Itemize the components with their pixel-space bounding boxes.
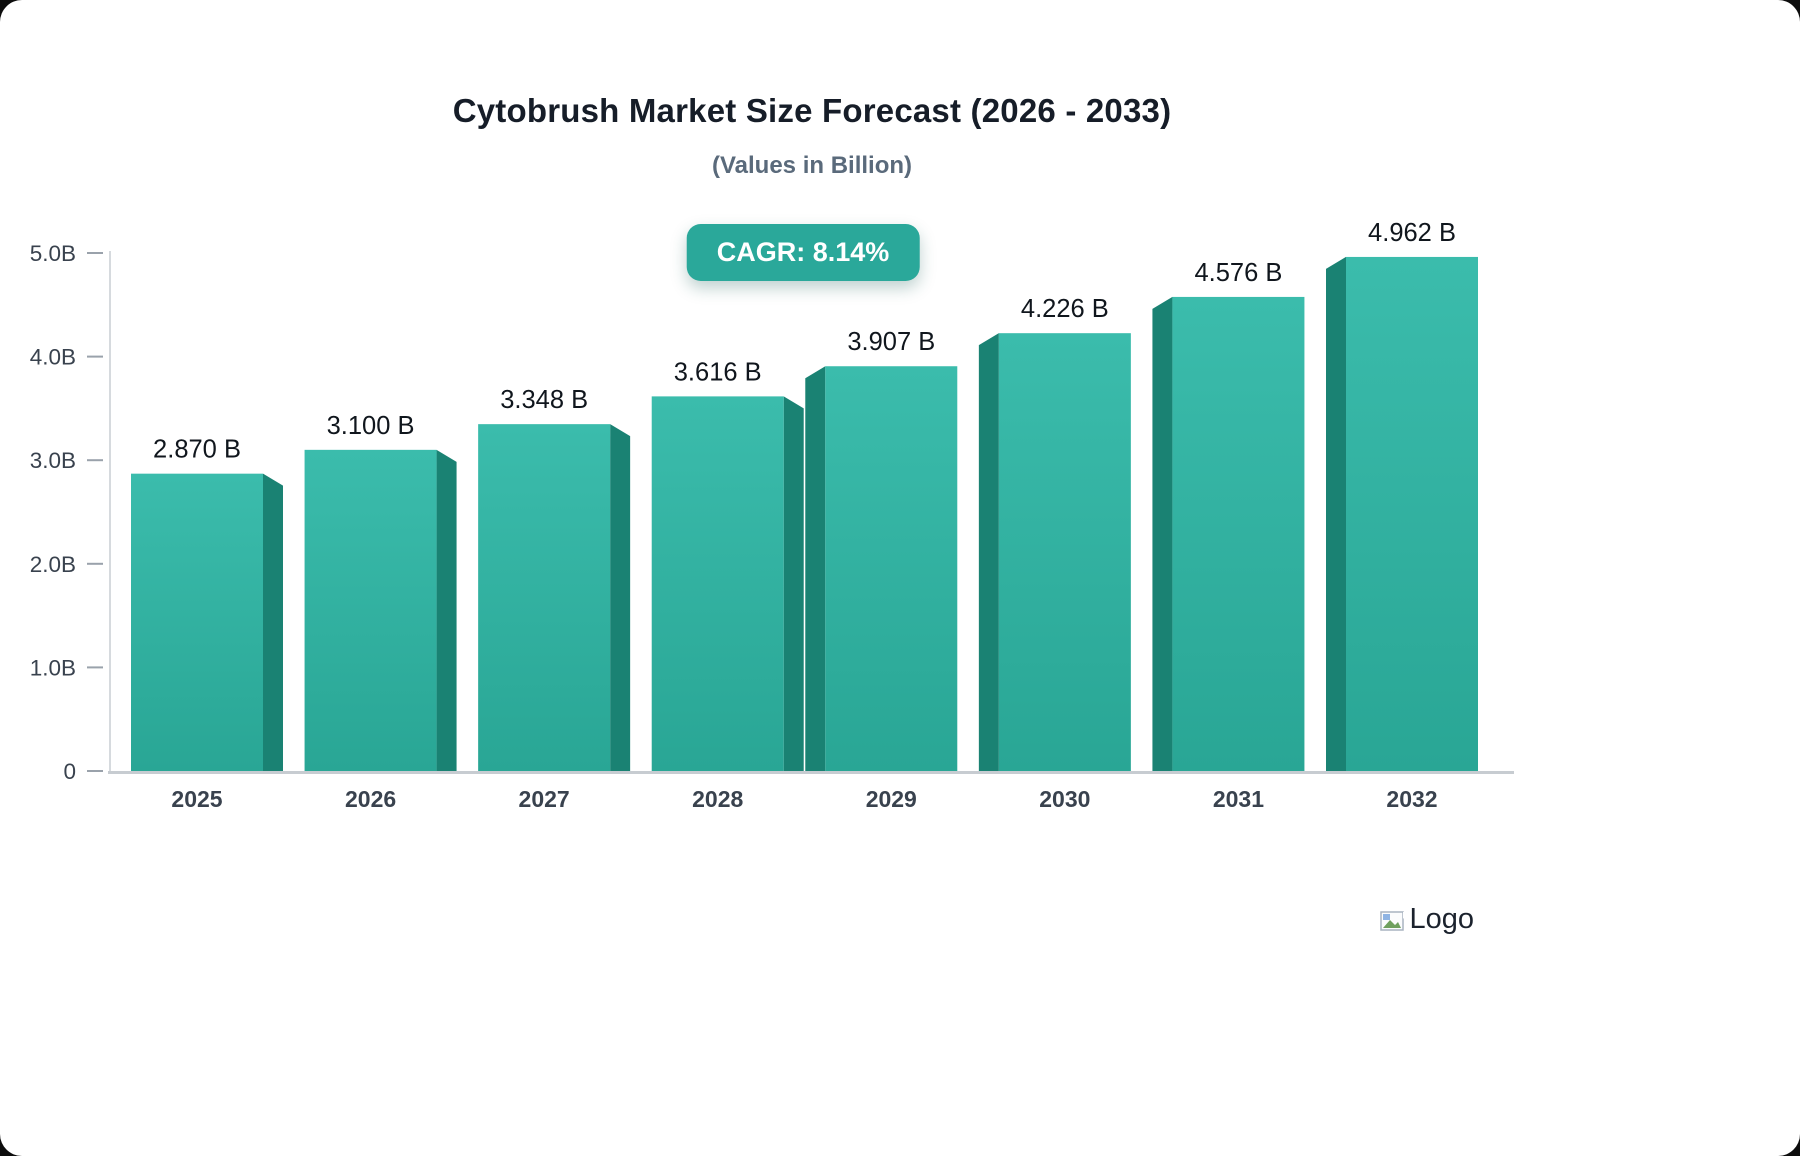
chart-header: Cytobrush Market Size Forecast (2026 - 2… bbox=[110, 92, 1514, 180]
bar-front-face bbox=[1172, 296, 1305, 771]
bar-side-face bbox=[978, 333, 999, 771]
bar-2031: 4.576 B 2031 bbox=[1152, 259, 1305, 812]
bar-side-face bbox=[783, 396, 804, 771]
y-axis-label: 2.0B bbox=[30, 552, 76, 577]
bar-front-face bbox=[998, 333, 1131, 771]
bar-front-face bbox=[478, 424, 611, 771]
y-axis-label: 5.0B bbox=[30, 241, 76, 266]
bar-value-label: 3.348 B bbox=[500, 386, 588, 414]
bar-side-face bbox=[610, 424, 631, 771]
bar-2029: 3.907 B 2029 bbox=[805, 328, 958, 812]
bar-value-label: 3.100 B bbox=[327, 412, 415, 440]
logo-block: Logo bbox=[1380, 903, 1474, 936]
x-axis-label: 2028 bbox=[692, 786, 743, 812]
bar-2032: 4.962 B 2032 bbox=[1326, 219, 1478, 812]
bar-side-face bbox=[805, 366, 826, 771]
y-axis-label: 1.0B bbox=[30, 655, 76, 680]
bar-value-label: 4.962 B bbox=[1368, 219, 1456, 247]
bar-value-label: 3.616 B bbox=[674, 358, 762, 386]
bar-2025: 2.870 B 2025 bbox=[131, 436, 283, 812]
bar-2030: 4.226 B 2030 bbox=[978, 295, 1131, 812]
chart-subtitle: (Values in Billion) bbox=[711, 152, 913, 179]
x-axis-label: 2025 bbox=[171, 786, 222, 812]
chart-title: Cytobrush Market Size Forecast (2026 - 2… bbox=[452, 92, 1172, 129]
y-axis-label: 3.0B bbox=[30, 448, 76, 473]
bar-side-face bbox=[436, 449, 457, 771]
logo-text: Logo bbox=[1409, 903, 1474, 935]
x-axis-label: 2032 bbox=[1386, 786, 1437, 812]
bar-value-label: 4.226 B bbox=[1021, 295, 1109, 323]
x-axis-label: 2030 bbox=[1039, 786, 1090, 812]
bar-front-face bbox=[825, 366, 958, 771]
broken-image-icon bbox=[1380, 910, 1407, 933]
y-axis-label: 4.0B bbox=[30, 345, 76, 370]
bar-front-face bbox=[304, 449, 437, 771]
y-axis-label: 0 bbox=[63, 759, 76, 784]
bar-side-face bbox=[263, 473, 283, 771]
bar-side-face bbox=[1326, 256, 1346, 772]
bar-2026: 3.100 B 2026 bbox=[304, 412, 457, 812]
bar-front-face bbox=[1346, 256, 1478, 772]
x-axis-label: 2029 bbox=[866, 786, 917, 812]
bar-2028: 3.616 B 2028 bbox=[651, 358, 804, 812]
bar-value-label: 3.907 B bbox=[847, 328, 935, 356]
bar-value-label: 4.576 B bbox=[1194, 259, 1282, 287]
bar-front-face bbox=[131, 473, 263, 771]
x-axis-label: 2031 bbox=[1213, 786, 1264, 812]
x-axis-label: 2027 bbox=[519, 786, 570, 812]
x-axis-label: 2026 bbox=[345, 786, 396, 812]
bar-2027: 3.348 B 2027 bbox=[478, 386, 631, 812]
bar-front-face bbox=[651, 396, 784, 771]
bar-value-label: 2.870 B bbox=[153, 436, 241, 464]
cagr-badge: CAGR: 8.14% bbox=[686, 224, 920, 281]
bar-side-face bbox=[1152, 296, 1173, 771]
